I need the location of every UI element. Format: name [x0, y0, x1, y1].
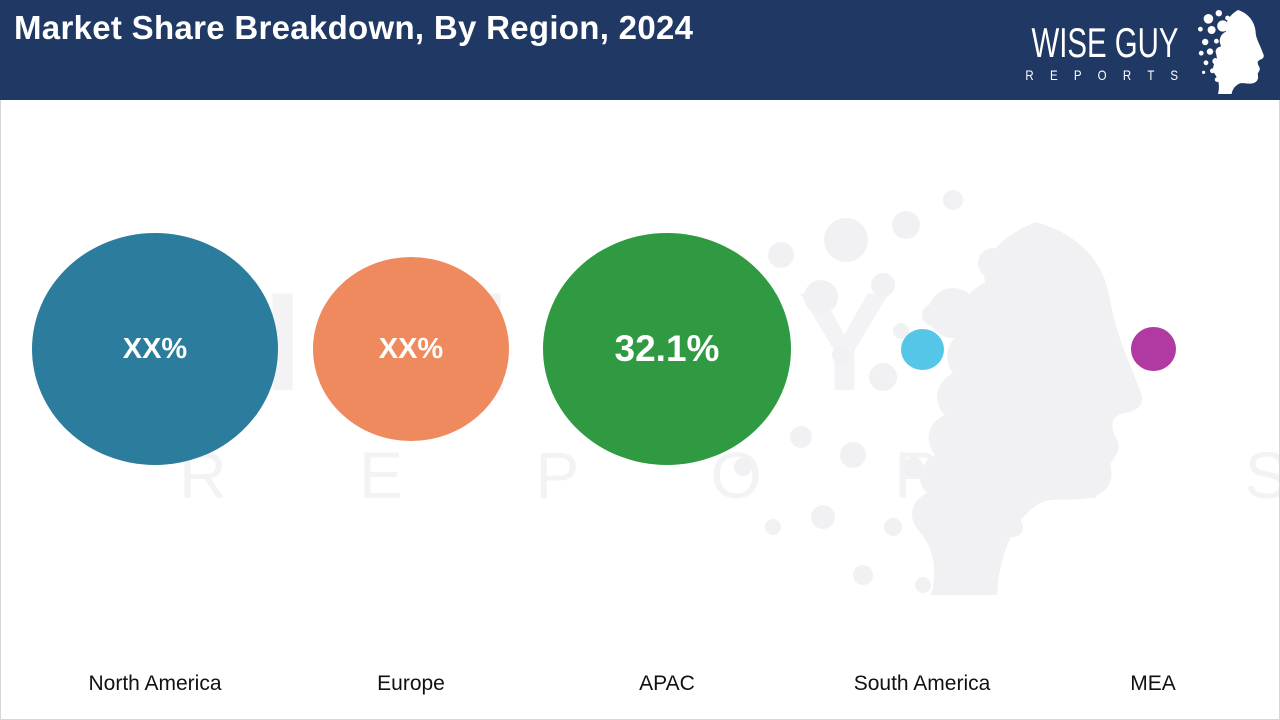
bubble-value-label: XX%	[122, 332, 188, 365]
bubble-europe: XX%	[313, 257, 509, 441]
chart-area: WISE GUY R E P O R T S	[0, 100, 1280, 720]
brand-logo: WISE GUY R E P O R T S	[1000, 6, 1270, 94]
bubble-value-label: 32.1%	[614, 328, 720, 369]
region-label-north-america: North America	[88, 672, 222, 695]
header: Market Share Breakdown, By Region, 2024 …	[0, 0, 1280, 100]
region-label-mea: MEA	[1130, 672, 1176, 695]
bubble-mea	[1130, 327, 1176, 371]
brand-tagline: R E P O R T S	[1025, 66, 1185, 83]
bubble-value-label: XX%	[378, 332, 444, 365]
bubble-north-america: XX%	[32, 233, 278, 465]
brand-logo-text: WISE GUY R E P O R T S	[1000, 18, 1210, 83]
brand-head-icon	[1198, 10, 1264, 94]
region-label-south-america: South America	[853, 672, 991, 695]
bubble-south-america	[900, 328, 944, 370]
bubble-apac: 32.1%	[543, 233, 791, 465]
region-label-europe: Europe	[377, 672, 445, 695]
region-label-apac: APAC	[639, 672, 695, 695]
watermark-reports-text: R E P O R T S	[179, 438, 1280, 512]
brand-name: WISE GUY	[1031, 18, 1179, 66]
page-title: Market Share Breakdown, By Region, 2024	[14, 9, 694, 46]
